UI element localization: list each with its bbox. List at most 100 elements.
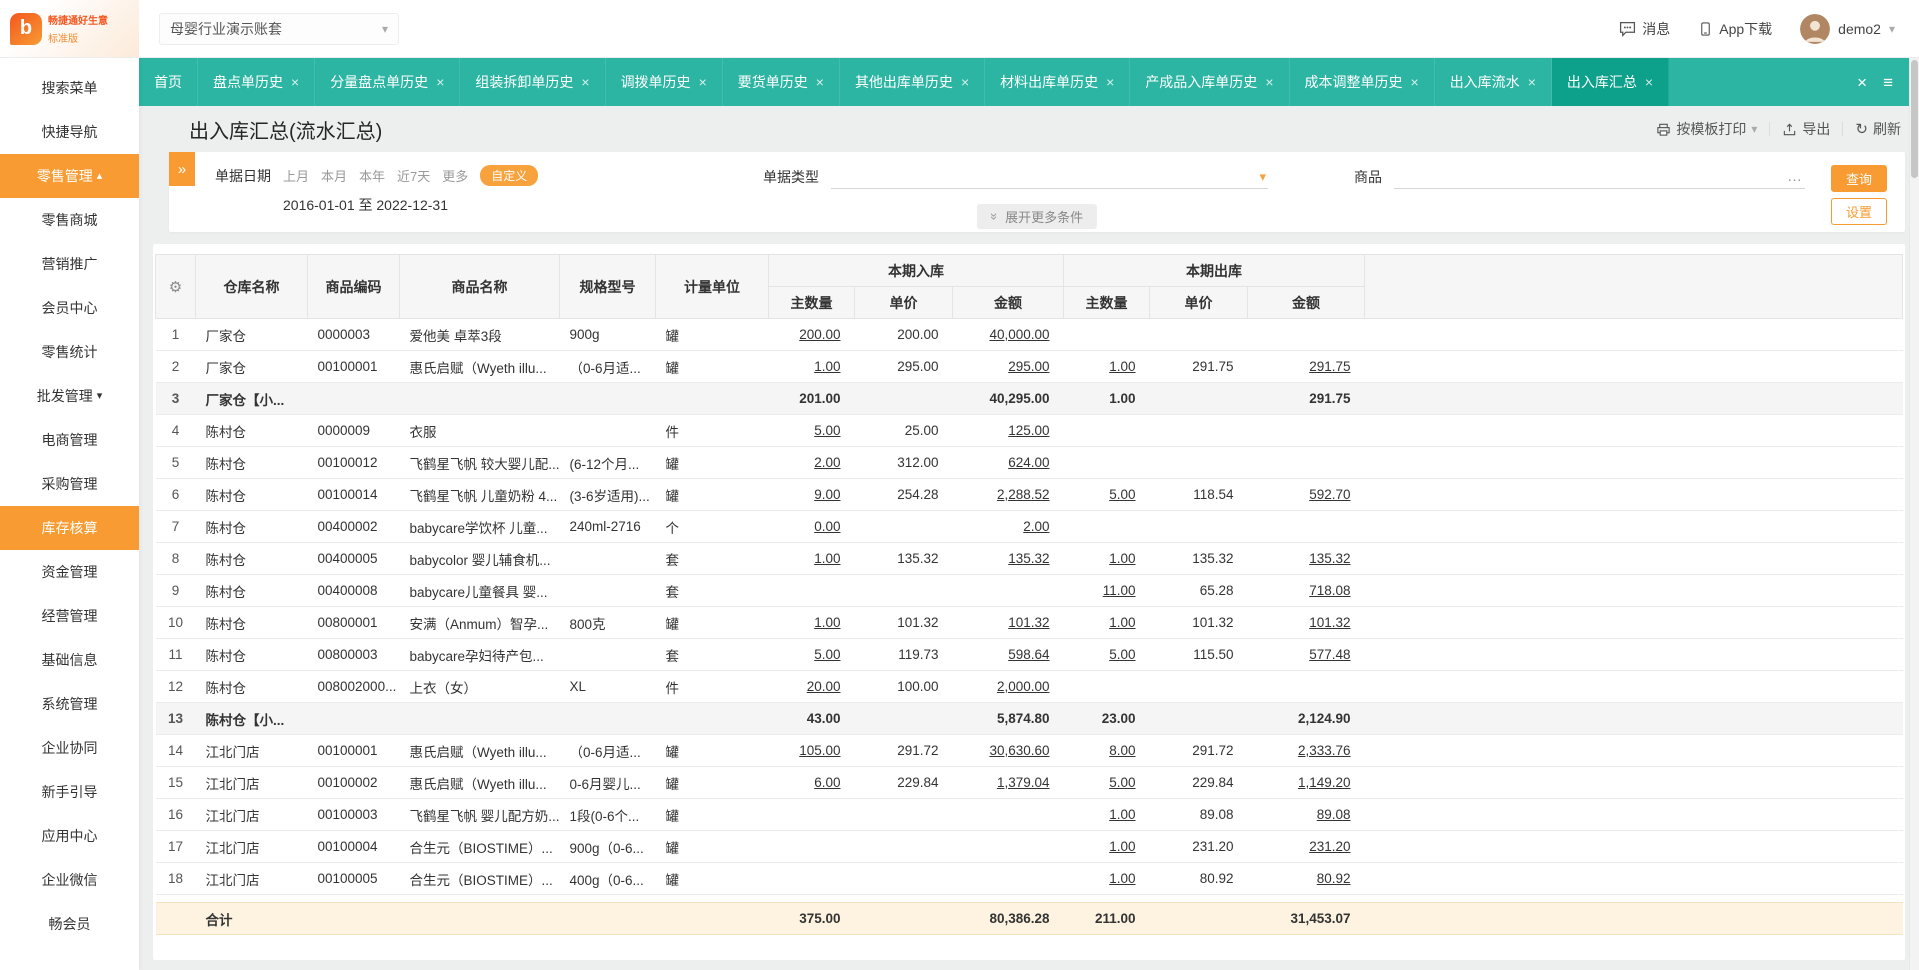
messages-button[interactable]: 消息 [1619, 19, 1670, 39]
sidebar-item-ecommerce-mgmt[interactable]: 电商管理 [0, 418, 139, 462]
sidebar-item-chang-member[interactable]: 畅会员 [0, 902, 139, 946]
sidebar-item-wecom[interactable]: 企业微信 [0, 858, 139, 902]
drill-down-link[interactable]: 598.64 [1008, 647, 1050, 662]
query-button[interactable]: 查询 [1831, 165, 1887, 192]
close-icon[interactable]: × [960, 74, 970, 90]
close-all-tabs-icon[interactable]: × [1857, 72, 1868, 92]
sidebar-item-wholesale-mgmt[interactable]: 批发管理 ▾ [0, 374, 139, 418]
drill-down-link[interactable]: 5.00 [814, 647, 841, 662]
drill-down-link[interactable]: 40,000.00 [989, 327, 1050, 342]
tab-inout-flow[interactable]: 出入库流水 × [1435, 58, 1552, 106]
drill-down-link[interactable]: 200.00 [799, 327, 841, 342]
drill-down-link[interactable]: 2,333.76 [1297, 743, 1351, 758]
user-menu[interactable]: demo2 ▾ [1800, 13, 1895, 44]
sidebar-item-member-center[interactable]: 会员中心 [0, 286, 139, 330]
drill-down-link[interactable]: 2,000.00 [996, 679, 1050, 694]
drill-down-link[interactable]: 20.00 [806, 679, 841, 694]
drill-down-link[interactable]: 2.00 [814, 455, 841, 470]
drill-down-link[interactable]: 105.00 [799, 743, 841, 758]
scrollbar-thumb[interactable] [1911, 60, 1918, 178]
drill-down-link[interactable]: 592.70 [1309, 487, 1351, 502]
sidebar-item-app-center[interactable]: 应用中心 [0, 814, 139, 858]
sidebar-item-system-mgmt[interactable]: 系统管理 [0, 682, 139, 726]
drill-down-link[interactable]: 1,379.04 [996, 775, 1050, 790]
tab-cost-adjust-history[interactable]: 成本调整单历史 × [1290, 58, 1435, 106]
print-by-template-button[interactable]: 按模板打印 ▾ [1656, 119, 1757, 139]
drill-down-link[interactable]: 5.00 [814, 423, 841, 438]
tab-count-history[interactable]: 盘点单历史 × [198, 58, 316, 106]
date-quick-option[interactable]: 更多 [442, 169, 469, 184]
close-icon[interactable]: × [291, 74, 300, 90]
close-icon[interactable]: × [815, 74, 824, 90]
drill-down-link[interactable]: 1.00 [814, 359, 841, 374]
sidebar-item-retail-mall[interactable]: 零售商城 [0, 198, 139, 242]
app-download-button[interactable]: App下载 [1698, 19, 1772, 39]
drill-down-link[interactable]: 231.20 [1309, 839, 1351, 854]
drill-down-link[interactable]: 1.00 [814, 551, 841, 566]
sidebar-item-retail-stats[interactable]: 零售统计 [0, 330, 139, 374]
close-icon[interactable]: × [1644, 74, 1654, 90]
close-icon[interactable]: × [698, 74, 707, 90]
drill-down-link[interactable]: 5.00 [1109, 487, 1136, 502]
sidebar-item-operation-mgmt[interactable]: 经营管理 [0, 594, 139, 638]
drill-down-link[interactable]: 1.00 [1109, 359, 1136, 374]
date-quick-option[interactable]: 上月 [283, 169, 310, 184]
tab-transfer-history[interactable]: 调拨单历史 × [606, 58, 723, 106]
sidebar-item-enterprise-collab[interactable]: 企业协同 [0, 726, 139, 770]
drill-down-link[interactable]: 577.48 [1309, 647, 1351, 662]
drill-down-link[interactable]: 135.32 [1309, 551, 1351, 566]
doc-type-select[interactable]: ▾ [831, 165, 1268, 189]
collapse-filter-button[interactable]: » [169, 152, 195, 186]
sidebar-item-search-menu[interactable]: 搜索菜单 [0, 66, 139, 110]
drill-down-link[interactable]: 2,288.52 [996, 487, 1050, 502]
app-logo[interactable]: b 畅捷通好生意 标准版 [0, 0, 139, 57]
drill-down-link[interactable]: 291.75 [1309, 359, 1351, 374]
drill-down-link[interactable]: 8.00 [1109, 743, 1136, 758]
tab-material-outbound-history[interactable]: 材料出库单历史 × [985, 58, 1131, 106]
drill-down-link[interactable]: 1,149.20 [1297, 775, 1351, 790]
tab-finished-inbound-history[interactable]: 产成品入库单历史 × [1130, 58, 1290, 106]
custom-date-badge[interactable]: 自定义 [480, 165, 539, 186]
drill-down-link[interactable]: 5.00 [1109, 775, 1136, 790]
date-quick-option[interactable]: 本年 [359, 169, 386, 184]
tab-other-outbound-history[interactable]: 其他出库单历史 × [840, 58, 986, 106]
drill-down-link[interactable]: 1.00 [1109, 871, 1136, 886]
drill-down-link[interactable]: 1.00 [814, 615, 841, 630]
drill-down-link[interactable]: 89.08 [1316, 807, 1351, 822]
sidebar-item-purchase-mgmt[interactable]: 采购管理 [0, 462, 139, 506]
sidebar-item-inventory-accounting[interactable]: 库存核算 [0, 506, 139, 550]
close-icon[interactable]: × [1265, 74, 1274, 90]
drill-down-link[interactable]: 135.32 [1008, 551, 1050, 566]
window-scrollbar[interactable] [1909, 58, 1919, 970]
tab-weighed-count-history[interactable]: 分量盘点单历史 × [315, 58, 461, 106]
drill-down-link[interactable]: 101.32 [1309, 615, 1351, 630]
close-icon[interactable]: × [436, 74, 445, 90]
grid-settings-icon[interactable]: ⚙ [168, 278, 183, 296]
drill-down-link[interactable]: 1.00 [1109, 551, 1136, 566]
tab-requisition-history[interactable]: 要货单历史 × [723, 58, 840, 106]
drill-down-link[interactable]: 0.00 [814, 519, 841, 534]
close-icon[interactable]: × [581, 74, 590, 90]
close-icon[interactable]: × [1106, 74, 1115, 90]
drill-down-link[interactable]: 5.00 [1109, 647, 1136, 662]
drill-down-link[interactable]: 295.00 [1008, 359, 1050, 374]
expand-more-button[interactable]: » 展开更多条件 [976, 204, 1098, 229]
drill-down-link[interactable]: 624.00 [1008, 455, 1050, 470]
date-quick-option[interactable]: 近7天 [397, 169, 431, 184]
drill-down-link[interactable]: 1.00 [1109, 807, 1136, 822]
drill-down-link[interactable]: 9.00 [814, 487, 841, 502]
settings-button[interactable]: 设置 [1831, 198, 1887, 225]
tab-assembly-history[interactable]: 组装拆卸单历史 × [460, 58, 606, 106]
drill-down-link[interactable]: 101.32 [1008, 615, 1050, 630]
tab-inout-summary[interactable]: 出入库汇总 × [1551, 58, 1670, 106]
tab-home[interactable]: 首页 [139, 58, 198, 106]
drill-down-link[interactable]: 718.08 [1309, 583, 1351, 598]
drill-down-link[interactable]: 80.92 [1316, 871, 1351, 886]
drill-down-link[interactable]: 1.00 [1109, 615, 1136, 630]
account-select[interactable]: 母婴行业演示账套 ▾ [159, 12, 399, 45]
product-input[interactable]: … [1394, 165, 1805, 189]
sidebar-item-basic-info[interactable]: 基础信息 [0, 638, 139, 682]
close-icon[interactable]: × [1527, 74, 1536, 90]
export-button[interactable]: 导出 [1782, 119, 1830, 139]
close-icon[interactable]: × [1410, 74, 1419, 90]
